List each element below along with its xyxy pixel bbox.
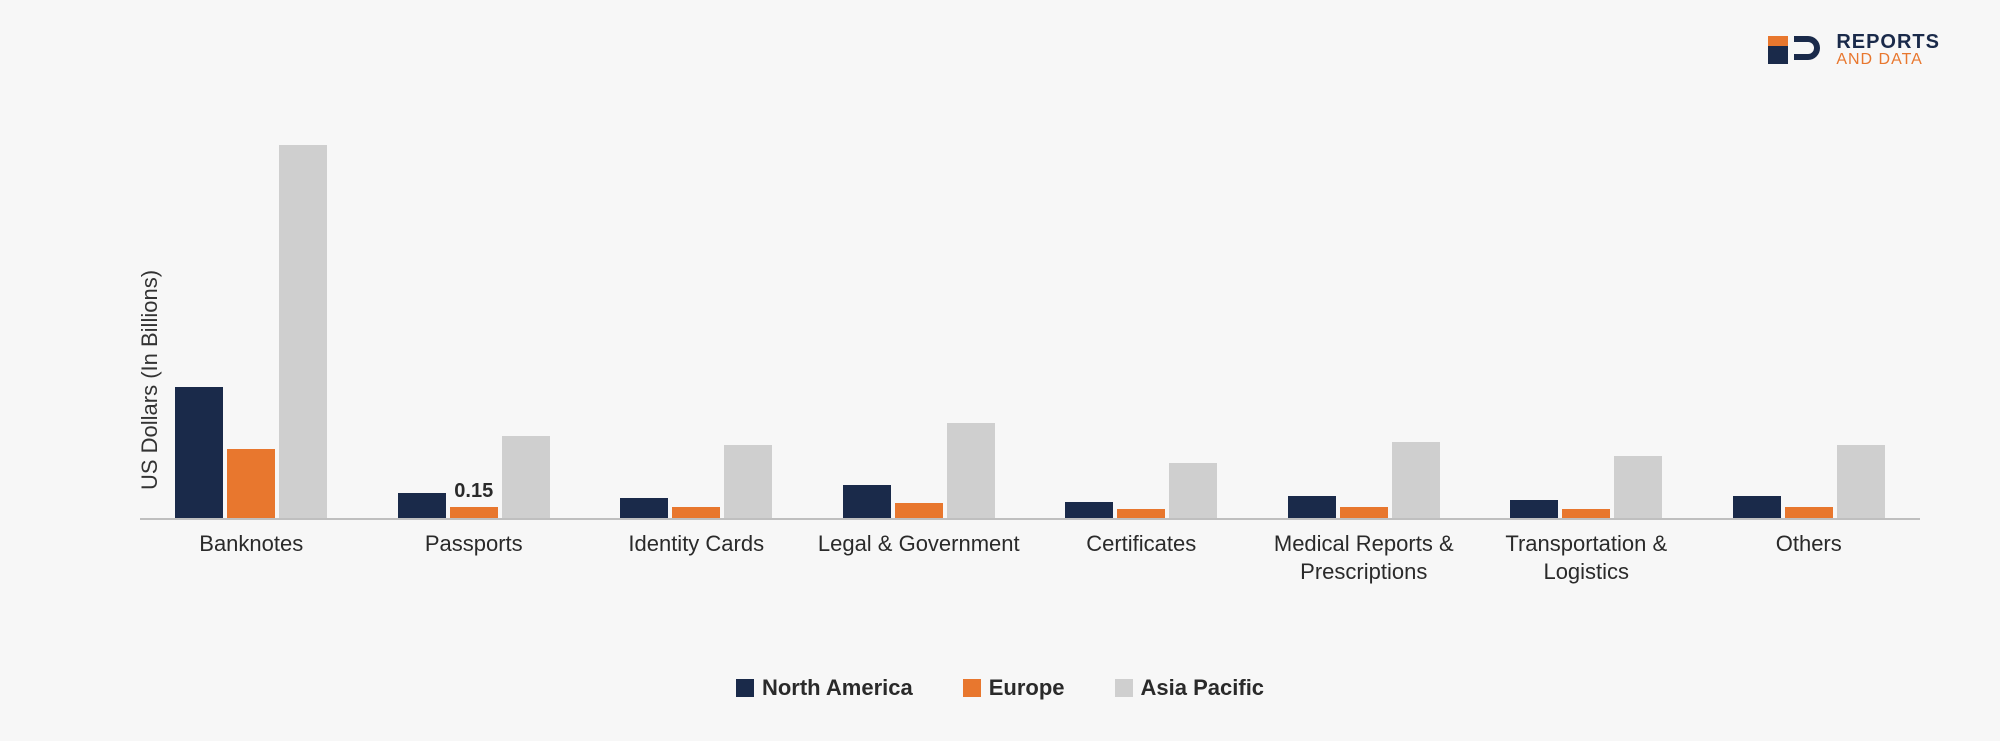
logo-line2: AND DATA: [1836, 52, 1940, 68]
x-axis-labels: BanknotesPassportsIdentity CardsLegal & …: [140, 530, 1920, 585]
bar: [620, 498, 668, 518]
legend-item: North America: [736, 675, 913, 701]
plot-area: 0.15: [140, 120, 1920, 520]
bar-group: [1030, 120, 1253, 518]
bar: [1392, 442, 1440, 518]
legend-swatch: [736, 679, 754, 697]
bar-group: [1475, 120, 1698, 518]
bar: [1117, 509, 1165, 518]
legend-label: Europe: [989, 675, 1065, 701]
logo-mark-icon: [1768, 30, 1828, 70]
chart-container: US Dollars (In Billions) 0.15 BanknotesP…: [110, 120, 1940, 640]
bar: [1837, 445, 1885, 518]
legend-item: Asia Pacific: [1115, 675, 1265, 701]
bar-group: [140, 120, 363, 518]
x-axis-label: Others: [1698, 530, 1921, 585]
x-axis-label: Passports: [363, 530, 586, 585]
bar: [1510, 500, 1558, 518]
bar: [1169, 463, 1217, 518]
bar: [1733, 496, 1781, 518]
bar: [1785, 507, 1833, 518]
bar-group: 0.15: [363, 120, 586, 518]
legend-label: North America: [762, 675, 913, 701]
bar: [502, 436, 550, 518]
bar: [175, 387, 223, 518]
bar-group: [1698, 120, 1921, 518]
bar: [227, 449, 275, 518]
bar: [1614, 456, 1662, 518]
bar: [895, 503, 943, 518]
bar: [279, 145, 327, 518]
bar-group: [585, 120, 808, 518]
logo-text: REPORTS AND DATA: [1836, 32, 1940, 68]
legend: North America Europe Asia Pacific: [0, 675, 2000, 701]
bar-group: [808, 120, 1031, 518]
bar: [843, 485, 891, 518]
x-axis-label: Transportation & Logistics: [1475, 530, 1698, 585]
legend-label: Asia Pacific: [1141, 675, 1265, 701]
bar: [672, 507, 720, 518]
legend-swatch: [963, 679, 981, 697]
x-axis-label: Legal & Government: [808, 530, 1031, 585]
bar-group: [1253, 120, 1476, 518]
bar: [1562, 509, 1610, 518]
bar: 0.15: [450, 507, 498, 518]
legend-item: Europe: [963, 675, 1065, 701]
bar: [1065, 502, 1113, 518]
bar-value-label: 0.15: [454, 480, 493, 503]
legend-swatch: [1115, 679, 1133, 697]
x-axis-label: Identity Cards: [585, 530, 808, 585]
bar: [724, 445, 772, 518]
x-axis-label: Certificates: [1030, 530, 1253, 585]
logo-line1: REPORTS: [1836, 32, 1940, 52]
bar: [398, 493, 446, 518]
bar: [1340, 507, 1388, 518]
x-axis-label: Banknotes: [140, 530, 363, 585]
brand-logo: REPORTS AND DATA: [1768, 30, 1940, 70]
bar: [1288, 496, 1336, 518]
bar: [947, 423, 995, 518]
x-axis-label: Medical Reports & Prescriptions: [1253, 530, 1476, 585]
